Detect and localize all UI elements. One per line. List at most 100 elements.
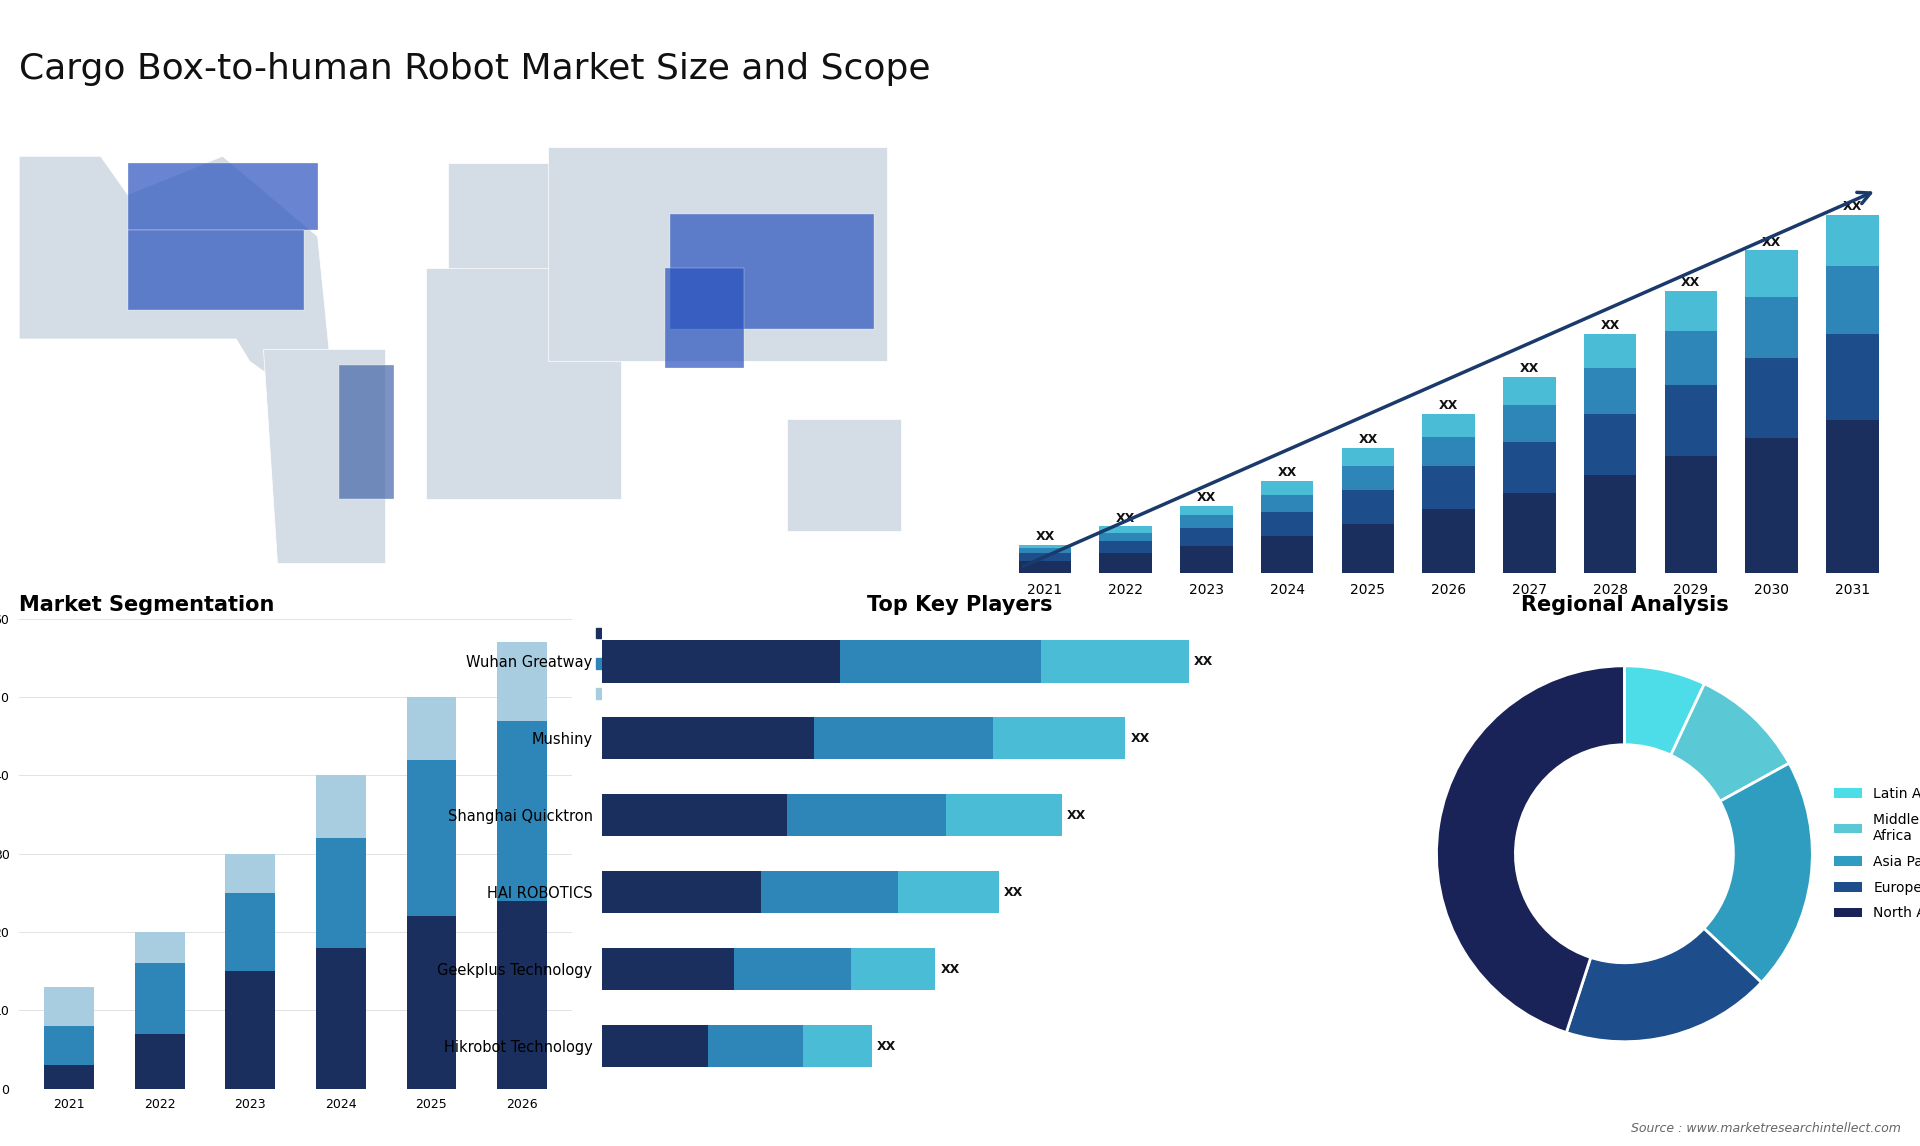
Bar xyxy=(1423,466,1475,509)
Text: XX: XX xyxy=(941,963,960,975)
Bar xyxy=(664,268,743,368)
Bar xyxy=(1423,437,1475,466)
Bar xyxy=(733,948,851,990)
Bar xyxy=(225,972,275,1089)
Bar xyxy=(1181,516,1233,527)
Bar xyxy=(1745,297,1797,359)
Bar xyxy=(670,214,874,329)
Polygon shape xyxy=(549,147,887,361)
Text: XX: XX xyxy=(1521,362,1540,375)
Wedge shape xyxy=(1703,763,1812,982)
Bar xyxy=(993,717,1125,760)
Bar xyxy=(317,838,365,948)
Bar xyxy=(129,163,317,230)
Bar xyxy=(1020,544,1071,549)
Text: XX: XX xyxy=(1004,886,1023,898)
Bar xyxy=(1041,641,1188,683)
Bar xyxy=(1181,505,1233,516)
Bar xyxy=(1665,385,1716,456)
Bar xyxy=(1826,214,1878,266)
Bar xyxy=(1020,554,1071,560)
Bar xyxy=(1826,266,1878,333)
Bar xyxy=(317,948,365,1089)
Text: Market Segmentation: Market Segmentation xyxy=(19,595,275,614)
Bar xyxy=(1665,331,1716,385)
Bar xyxy=(1745,251,1797,297)
Title: Regional Analysis: Regional Analysis xyxy=(1521,595,1728,614)
Bar xyxy=(1342,524,1394,573)
Text: XX: XX xyxy=(1357,433,1377,446)
Polygon shape xyxy=(787,419,900,532)
Text: XX: XX xyxy=(1601,319,1620,332)
Bar xyxy=(603,871,760,913)
Bar xyxy=(44,1026,94,1066)
Bar xyxy=(603,717,814,760)
Bar xyxy=(1342,466,1394,489)
Bar xyxy=(1020,560,1071,573)
Bar xyxy=(1342,489,1394,524)
Bar xyxy=(225,854,275,893)
Text: XX: XX xyxy=(1438,399,1459,411)
Bar xyxy=(708,1025,803,1067)
Bar xyxy=(1584,414,1636,474)
Bar xyxy=(1826,333,1878,419)
Title: Top Key Players: Top Key Players xyxy=(868,595,1052,614)
Bar xyxy=(947,794,1062,837)
Text: XX: XX xyxy=(1843,201,1862,213)
Legend: Latin America, Middle East &
Africa, Asia Pacific, Europe, North America: Latin America, Middle East & Africa, Asi… xyxy=(1828,782,1920,926)
Text: XX: XX xyxy=(1035,529,1054,543)
Bar xyxy=(407,697,457,760)
Bar xyxy=(1423,509,1475,573)
Bar xyxy=(803,1025,872,1067)
Bar xyxy=(1181,527,1233,545)
Bar xyxy=(1503,405,1555,441)
Wedge shape xyxy=(1436,666,1624,1033)
Bar xyxy=(1503,441,1555,493)
Bar xyxy=(497,901,547,1089)
Text: Cargo Box-to-human Robot Market Size and Scope: Cargo Box-to-human Robot Market Size and… xyxy=(19,52,931,86)
Bar xyxy=(497,721,547,901)
Bar xyxy=(1826,419,1878,573)
Text: Source : www.marketresearchintellect.com: Source : www.marketresearchintellect.com xyxy=(1630,1122,1901,1135)
Text: XX: XX xyxy=(1116,511,1135,525)
Text: XX: XX xyxy=(1131,732,1150,745)
Bar xyxy=(1261,511,1313,536)
Bar xyxy=(1181,545,1233,573)
Text: XX: XX xyxy=(1194,654,1213,668)
Text: XX: XX xyxy=(1068,809,1087,822)
Bar xyxy=(1261,495,1313,511)
Polygon shape xyxy=(19,156,330,371)
Wedge shape xyxy=(1670,684,1789,801)
Bar xyxy=(1745,438,1797,573)
Bar xyxy=(1342,448,1394,466)
Bar xyxy=(1665,456,1716,573)
Circle shape xyxy=(1515,745,1734,963)
Bar xyxy=(851,948,935,990)
Text: XX: XX xyxy=(1682,276,1701,289)
Wedge shape xyxy=(1567,928,1761,1042)
Bar xyxy=(1261,481,1313,495)
Bar xyxy=(1100,526,1152,533)
Bar xyxy=(1020,549,1071,554)
Bar xyxy=(603,948,733,990)
Bar xyxy=(760,871,899,913)
Bar xyxy=(1665,291,1716,331)
Bar xyxy=(1423,414,1475,437)
Bar xyxy=(1584,474,1636,573)
Bar xyxy=(1100,554,1152,573)
Text: XX: XX xyxy=(877,1039,897,1053)
Text: XX: XX xyxy=(1196,490,1215,504)
Polygon shape xyxy=(447,163,595,275)
Legend: Type, Application, Geography: Type, Application, Geography xyxy=(597,627,712,702)
Bar xyxy=(497,642,547,721)
Bar xyxy=(1100,541,1152,554)
Text: XX: XX xyxy=(1763,236,1782,249)
Bar xyxy=(1745,359,1797,438)
Bar xyxy=(407,917,457,1089)
Text: XX: XX xyxy=(1277,466,1296,479)
Bar xyxy=(134,932,184,964)
Bar xyxy=(129,230,303,311)
Bar xyxy=(407,760,457,917)
Bar xyxy=(1584,368,1636,414)
Bar xyxy=(340,364,394,500)
